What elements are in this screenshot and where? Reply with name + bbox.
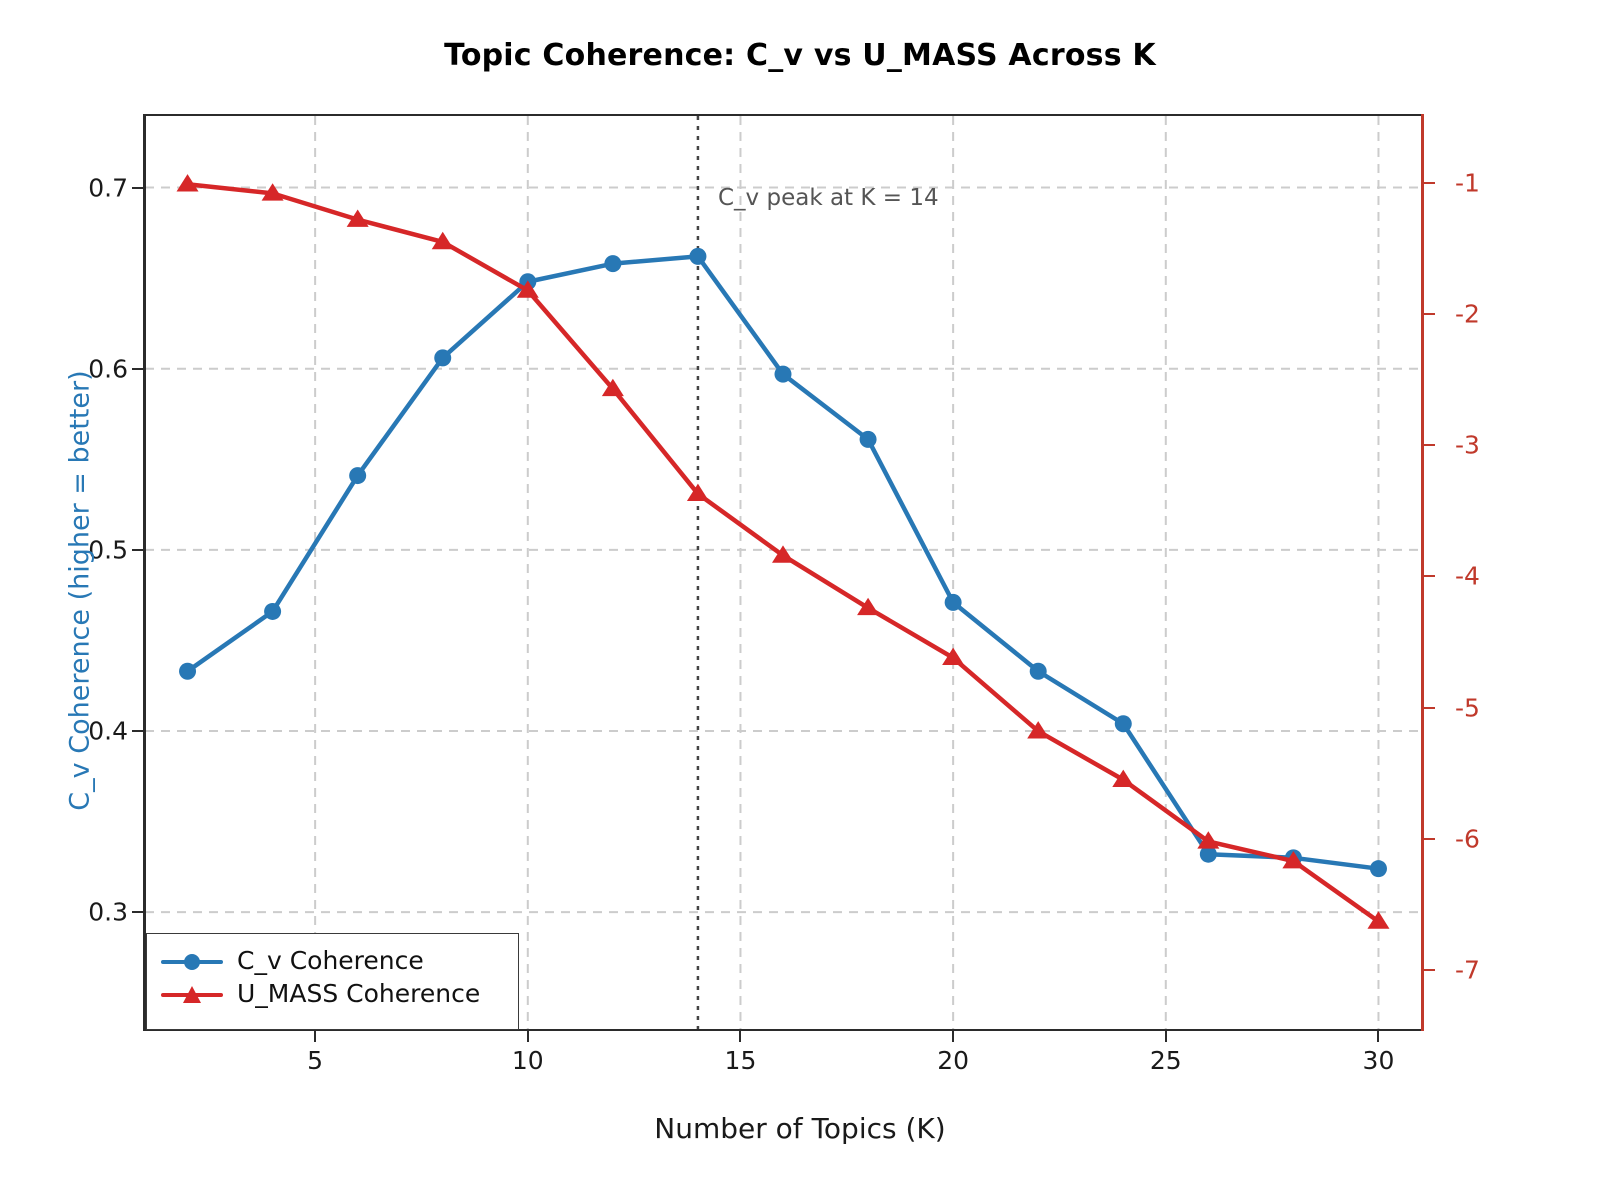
x-axis-label: Number of Topics (K) xyxy=(654,1112,946,1145)
x-axis-tick-mark xyxy=(1164,1031,1167,1042)
x-axis-tick-label: 30 xyxy=(1362,1046,1395,1075)
y-axis-left-tick-mark xyxy=(132,548,143,551)
y-axis-left-tick-label: 0.4 xyxy=(88,716,128,746)
y-axis-right-tick-label: -4 xyxy=(1455,561,1480,591)
x-axis-tick-mark xyxy=(952,1031,955,1042)
y-axis-left-tick-label: 0.6 xyxy=(88,354,128,384)
x-axis-tick-label: 20 xyxy=(937,1046,970,1075)
legend-swatch-cv xyxy=(161,948,223,974)
y-axis-left-label: C_v Coherence (higher = better) xyxy=(64,370,96,811)
y-axis-right-tick-mark xyxy=(1424,968,1435,971)
y-axis-right-tick-label: -1 xyxy=(1455,168,1480,198)
y-axis-right-tick-mark xyxy=(1424,181,1435,184)
x-axis-tick-label: 25 xyxy=(1149,1046,1182,1075)
triangle-marker-icon xyxy=(183,985,201,1003)
y-axis-left-tick-label: 0.3 xyxy=(88,897,128,927)
chart-canvas xyxy=(145,116,1421,1029)
y-axis-right-tick-mark xyxy=(1424,837,1435,840)
y-axis-left-tick-label: 0.5 xyxy=(88,535,128,565)
x-axis-tick-label: 15 xyxy=(724,1046,757,1075)
legend-label-umass: U_MASS Coherence xyxy=(237,979,481,1008)
plot-area xyxy=(143,114,1423,1031)
legend-label-cv: C_v Coherence xyxy=(237,946,424,975)
y-axis-left-tick-mark xyxy=(132,186,143,189)
peak-annotation: C_v peak at K = 14 xyxy=(718,185,939,211)
y-axis-right-tick-label: -6 xyxy=(1455,824,1480,854)
y-axis-right-tick-mark xyxy=(1424,313,1435,316)
plot-inner xyxy=(145,116,1421,1029)
legend-swatch-umass xyxy=(161,981,223,1007)
y-axis-left-tick-mark xyxy=(132,911,143,914)
x-axis-tick-label: 10 xyxy=(511,1046,544,1075)
y-axis-left-tick-label: 0.7 xyxy=(88,173,128,203)
x-axis-tick-mark xyxy=(739,1031,742,1042)
right-axis-spine xyxy=(1421,114,1424,1031)
left-axis-spine xyxy=(143,114,146,1031)
page-title: Topic Coherence: C_v vs U_MASS Across K xyxy=(444,38,1156,73)
y-axis-left-tick-mark xyxy=(132,730,143,732)
circle-marker-icon xyxy=(184,953,200,970)
y-axis-right-tick-label: -5 xyxy=(1455,693,1480,723)
y-axis-left-tick-mark xyxy=(132,367,143,370)
chart-legend: C_v Coherence U_MASS Coherence xyxy=(146,933,519,1030)
legend-item-cv: C_v Coherence xyxy=(161,944,518,977)
y-axis-right-tick-label: -7 xyxy=(1455,955,1480,985)
y-axis-right-tick-label: -2 xyxy=(1455,299,1480,329)
y-axis-right-tick-mark xyxy=(1424,575,1435,578)
y-axis-right-tick-label: -3 xyxy=(1455,430,1480,460)
x-axis-tick-mark xyxy=(526,1031,529,1042)
legend-item-umass: U_MASS Coherence xyxy=(161,977,518,1010)
y-axis-right-tick-mark xyxy=(1424,706,1435,709)
x-axis-tick-mark xyxy=(314,1031,317,1042)
x-axis-tick-label: 5 xyxy=(307,1046,324,1075)
y-axis-right-tick-mark xyxy=(1424,444,1435,447)
x-axis-tick-mark xyxy=(1377,1031,1380,1042)
